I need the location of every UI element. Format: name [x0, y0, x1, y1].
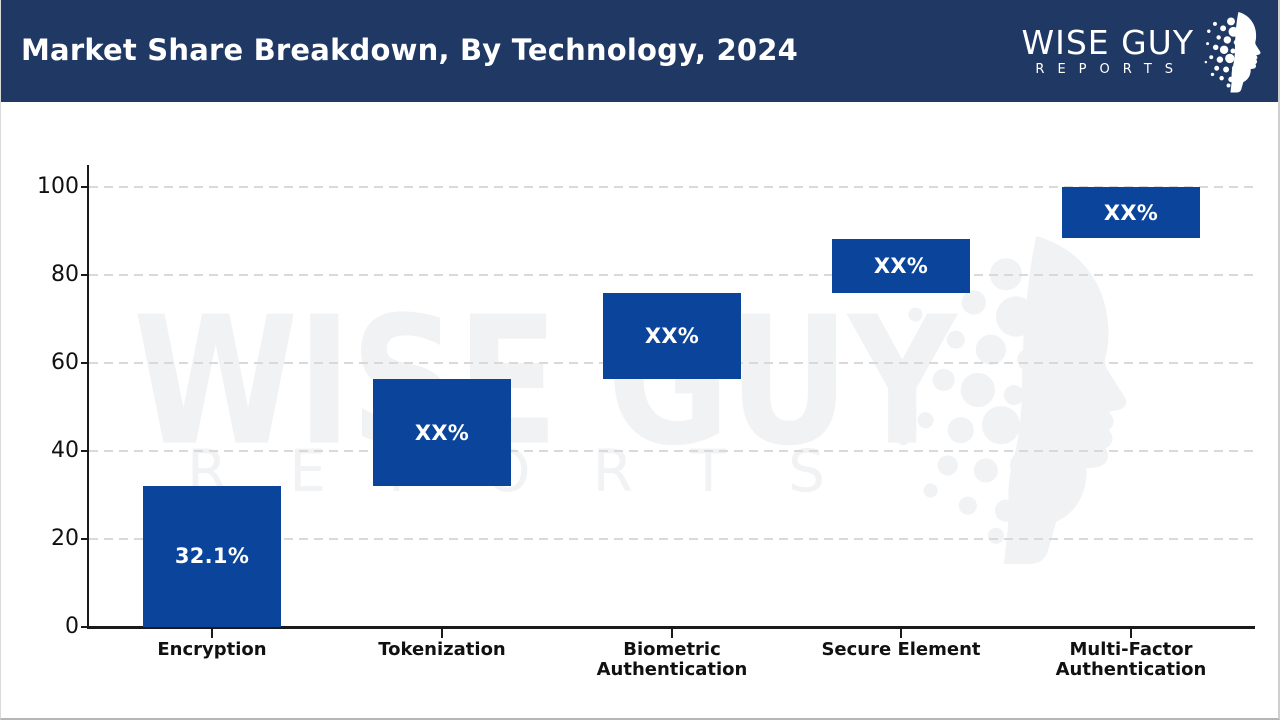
bar-value-label: XX%	[873, 253, 929, 278]
x-tick-mark	[211, 629, 213, 638]
x-tick-mark	[671, 629, 673, 638]
bar-tokenization: XX%	[373, 379, 511, 486]
gridline-40	[89, 450, 1255, 452]
x-tick-mark	[1130, 629, 1132, 638]
x-tick-mark	[900, 629, 902, 638]
y-tick-mark	[81, 538, 89, 540]
y-axis-line	[87, 165, 89, 629]
x-tick-mark	[441, 629, 443, 638]
bar-value-label: 32.1%	[174, 544, 250, 569]
y-tick-label: 20	[51, 526, 79, 551]
y-tick-mark	[81, 274, 89, 276]
y-tick-mark	[81, 186, 89, 188]
x-category-label-encryption: Encryption	[157, 639, 267, 660]
bar-value-label: XX%	[1103, 200, 1159, 225]
bar-value-label: XX%	[644, 324, 700, 349]
logo-wordmark: WISE GUY	[1021, 22, 1194, 62]
bar-multi-factor-authentication: XX%	[1062, 187, 1200, 239]
bar-value-label: XX%	[414, 420, 470, 445]
watermark-wordmark: WISE GUY	[133, 279, 957, 486]
x-category-label-multi-factor-authentication: Multi-Factor Authentication	[1055, 639, 1207, 680]
x-category-label-biometric-authentication: Biometric Authentication	[596, 639, 748, 680]
gridline-80	[89, 274, 1255, 276]
y-tick-label: 80	[51, 262, 79, 287]
x-axis-line	[89, 626, 1255, 629]
y-tick-label: 60	[51, 350, 79, 375]
chart-title: Market Share Breakdown, By Technology, 2…	[21, 33, 799, 68]
x-category-label-secure-element: Secure Element	[821, 639, 981, 660]
y-tick-mark	[81, 450, 89, 452]
y-tick-label: 0	[65, 614, 79, 639]
bar-encryption: 32.1%	[143, 485, 281, 627]
bar-secure-element: XX%	[832, 238, 970, 294]
gridline-100	[89, 186, 1255, 188]
y-tick-mark	[81, 626, 89, 628]
logo-subtext: REPORTS	[1035, 61, 1187, 77]
bar-biometric-authentication: XX%	[603, 293, 741, 379]
y-tick-mark	[81, 362, 89, 364]
logo-text: WISE GUY REPORTS	[1021, 26, 1194, 77]
y-tick-label: 100	[37, 174, 79, 199]
y-tick-label: 40	[51, 438, 79, 463]
x-category-label-tokenization: Tokenization	[378, 639, 506, 660]
gridline-20	[89, 538, 1255, 540]
header-bar: Market Share Breakdown, By Technology, 2…	[1, 0, 1278, 102]
wise-guy-reports-logo: WISE GUY REPORTS	[1021, 9, 1268, 93]
